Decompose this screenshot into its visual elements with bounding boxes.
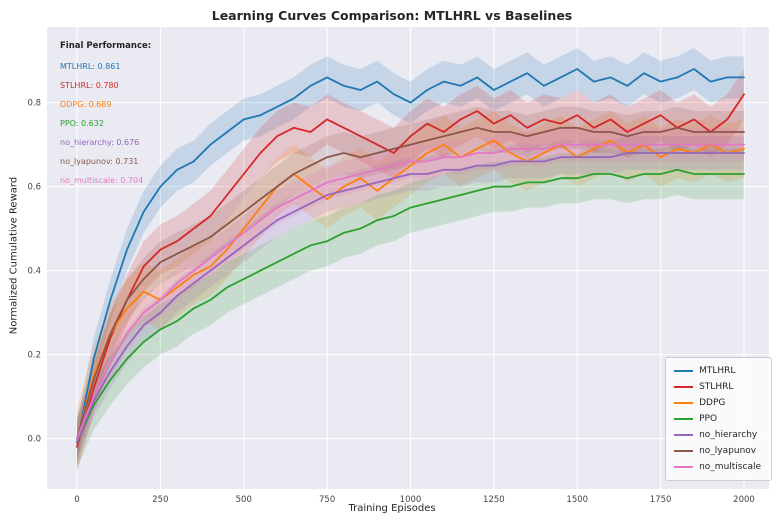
- x-tick-label: 2000: [733, 495, 755, 505]
- curve-MTLHRL: [76, 68, 745, 444]
- y-axis-label: Normalized Cumulative Reward: [8, 176, 20, 335]
- confidence-band-MTLHRL: [77, 48, 744, 464]
- y-tick-label: 0.8: [27, 99, 41, 109]
- legend-entry-MTLHRL: MTLHRL: [674, 363, 761, 379]
- legend-entry-no_lyapunov: no_lyapunov: [674, 443, 761, 459]
- legend-swatch-icon: [674, 370, 694, 372]
- legend-swatch-icon: [674, 434, 694, 436]
- annotation-no_multiscale: no_multiscale: 0.704: [60, 176, 144, 185]
- x-tick-label: 250: [152, 495, 168, 505]
- annotation-PPO: PPO: 0.632: [60, 119, 104, 128]
- legend-label: MTLHRL: [699, 366, 736, 376]
- legend-swatch-icon: [674, 402, 694, 404]
- confidence-band-no_lyapunov: [77, 106, 744, 460]
- legend-entry-STLHRL: STLHRL: [674, 379, 761, 395]
- legend: MTLHRL STLHRL DDPG PPO no_hierarchy no_lyapun…: [665, 357, 772, 481]
- x-tick-label: 0: [74, 495, 79, 505]
- x-tick-label: 1500: [566, 495, 588, 505]
- curve-DDPG: [76, 139, 745, 440]
- chart-title: Learning Curves Comparison: MTLHRL vs Ba…: [211, 8, 573, 23]
- annotation-STLHRL: STLHRL: 0.780: [60, 81, 119, 90]
- curve-no_lyapunov: [76, 126, 745, 440]
- confidence-band-PPO: [77, 144, 744, 468]
- legend-swatch-icon: [674, 466, 694, 468]
- legend-entry-PPO: PPO: [674, 411, 761, 427]
- annotation-header: Final Performance:: [60, 41, 152, 51]
- curve-STLHRL: [76, 93, 745, 448]
- y-tick-label: 0.4: [27, 267, 41, 277]
- legend-swatch-icon: [674, 450, 694, 452]
- legend-label: PPO: [699, 414, 718, 424]
- annotation-no_lyapunov: no_lyapunov: 0.731: [60, 157, 139, 166]
- x-axis-label: Training Episodes: [348, 503, 436, 514]
- confidence-band-DDPG: [77, 111, 744, 468]
- y-tick-label: 0.2: [27, 351, 41, 361]
- legend-label: STLHRL: [699, 382, 734, 392]
- legend-label: no_hierarchy: [699, 430, 758, 440]
- x-tick-label: 1250: [483, 495, 505, 505]
- legend-entry-DDPG: DDPG: [674, 395, 761, 411]
- x-tick-label: 500: [236, 495, 252, 505]
- confidence-band-no_multiscale: [77, 127, 744, 456]
- legend-entry-no_hierarchy: no_hierarchy: [674, 427, 761, 443]
- legend-label: DDPG: [699, 398, 726, 408]
- curve-no_hierarchy: [76, 152, 745, 444]
- legend-label: no_multiscale: [699, 462, 761, 472]
- y-tick-label: 0.0: [27, 435, 41, 445]
- x-tick-label: 750: [319, 495, 335, 505]
- y-tick-label: 0.6: [27, 183, 41, 193]
- legend-entry-no_multiscale: no_multiscale: [674, 459, 761, 475]
- legend-label: no_lyapunov: [699, 446, 757, 456]
- legend-swatch-icon: [674, 386, 694, 388]
- final-performance-annotation: Final Performance: MTLHRL: 0.861 STLHRL: …: [60, 36, 151, 190]
- annotation-DDPG: DDPG: 0.689: [60, 100, 112, 109]
- curve-no_multiscale: [76, 143, 745, 440]
- legend-swatch-icon: [674, 418, 694, 420]
- curve-PPO: [76, 168, 745, 444]
- annotation-no_hierarchy: no_hierarchy: 0.676: [60, 138, 140, 147]
- x-tick-label: 1000: [400, 495, 422, 505]
- confidence-band-no_hierarchy: [77, 136, 744, 460]
- confidence-band-STLHRL: [77, 69, 744, 473]
- x-tick-label: 1750: [650, 495, 672, 505]
- annotation-MTLHRL: MTLHRL: 0.861: [60, 62, 121, 71]
